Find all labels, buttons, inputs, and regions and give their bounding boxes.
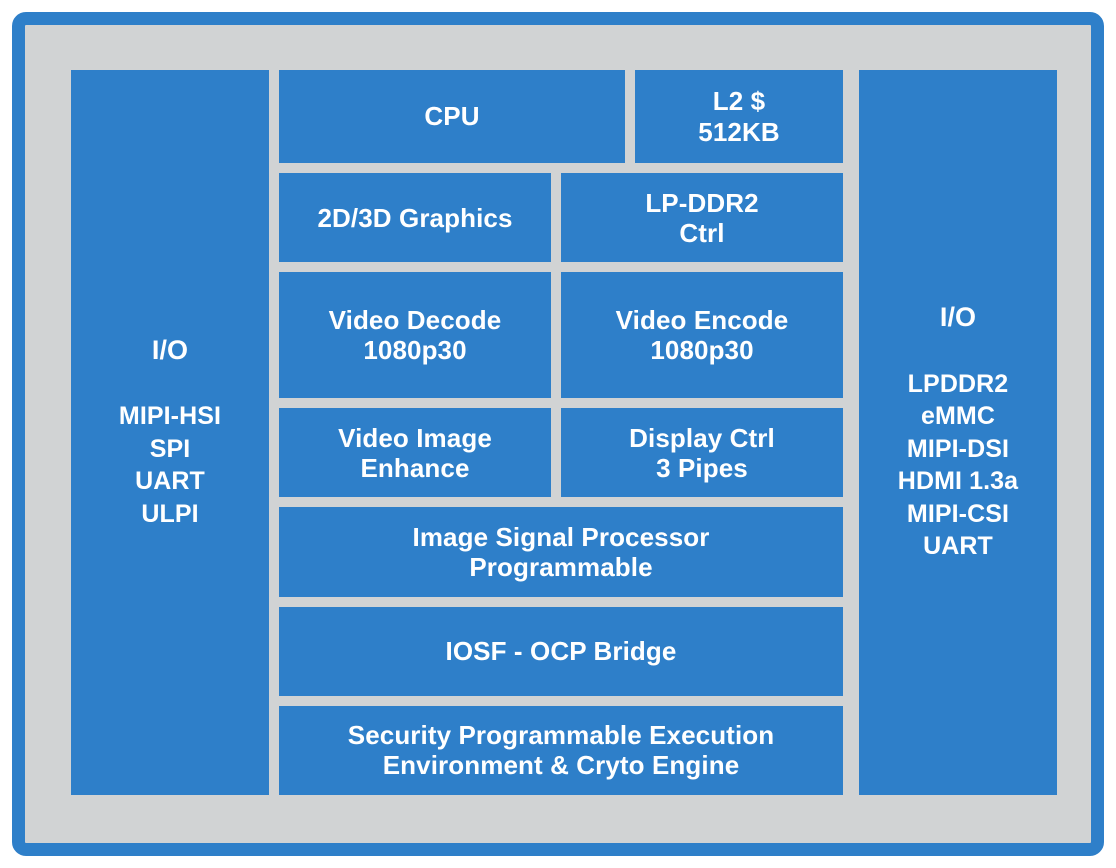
display-controller-block[interactable]: Display Ctrl 3 Pipes	[561, 408, 843, 498]
bridge-row: IOSF - OCP Bridge	[279, 606, 843, 696]
left-column-gap	[269, 70, 279, 795]
video-enhance-display-row: Video Image Enhance Display Ctrl 3 Pipes	[279, 408, 843, 498]
right-io-interface-item: UART	[923, 532, 993, 561]
isp-label: Image Signal Processor	[412, 521, 710, 552]
left-io-title: I/O	[151, 334, 189, 365]
video-encode-spec: 1080p30	[650, 335, 754, 366]
graphics-row: 2D/3D Graphics LP-DDR2 Ctrl	[279, 173, 843, 263]
right-io-title: I/O	[939, 302, 977, 333]
right-column-gap	[843, 70, 859, 795]
video-encode-block[interactable]: Video Encode 1080p30	[561, 272, 843, 399]
video-decode-spec: 1080p30	[363, 335, 467, 366]
lpddr2-controller-block[interactable]: LP-DDR2 Ctrl	[561, 173, 843, 263]
security-engine-block[interactable]: Security Programmable Execution Environm…	[279, 705, 843, 796]
left-io-interface-list: MIPI-HSI SPI UART ULPI	[119, 400, 221, 530]
l2-cache-label: L2 $	[712, 86, 766, 117]
right-io-block[interactable]: I/O LPDDR2 eMMC MIPI-DSI HDMI 1.3a MIPI-…	[859, 70, 1057, 795]
video-image-enhance-sublabel: Enhance	[360, 452, 470, 483]
image-signal-processor-block[interactable]: Image Signal Processor Programmable	[279, 507, 843, 597]
right-io-interface-item: MIPI-DSI	[906, 434, 1010, 463]
right-io-interface-item: MIPI-CSI	[906, 499, 1010, 528]
video-image-enhance-block[interactable]: Video Image Enhance	[279, 408, 551, 498]
left-io-interface-item: ULPI	[141, 499, 199, 528]
video-image-enhance-label: Video Image	[338, 422, 492, 453]
iosf-ocp-bridge-label: IOSF - OCP Bridge	[445, 636, 677, 667]
video-codec-row: Video Decode 1080p30 Video Encode 1080p3…	[279, 272, 843, 399]
video-decode-block[interactable]: Video Decode 1080p30	[279, 272, 551, 399]
display-controller-pipes: 3 Pipes	[656, 452, 748, 483]
cpu-block[interactable]: CPU	[279, 70, 625, 164]
left-io-interface-item: SPI	[149, 434, 191, 463]
right-io-interface-item: LPDDR2	[907, 369, 1009, 398]
isp-sublabel: Programmable	[469, 552, 653, 583]
cpu-row: CPU L2 $ 512KB	[279, 70, 843, 164]
chip-inner-area: I/O MIPI-HSI SPI UART ULPI CPU L2 $	[25, 25, 1091, 843]
security-engine-label: Security Programmable Execution	[347, 720, 775, 751]
display-controller-label: Display Ctrl	[629, 422, 775, 453]
lpddr2-label: LP-DDR2	[645, 187, 759, 218]
left-io-interface-item: MIPI-HSI	[118, 402, 222, 431]
center-column: CPU L2 $ 512KB 2D/3D Graphics LP-DDR2 Ct…	[279, 70, 843, 796]
cpu-label: CPU	[424, 101, 480, 132]
graphics-label: 2D/3D Graphics	[317, 202, 513, 233]
lpddr2-sublabel: Ctrl	[679, 217, 725, 248]
video-encode-label: Video Encode	[615, 305, 789, 336]
l2-cache-size: 512KB	[698, 116, 780, 147]
left-io-interface-item: UART	[135, 467, 205, 496]
chip-outer-frame: I/O MIPI-HSI SPI UART ULPI CPU L2 $	[12, 12, 1104, 856]
l2-cache-block[interactable]: L2 $ 512KB	[635, 70, 843, 164]
right-io-interface-list: LPDDR2 eMMC MIPI-DSI HDMI 1.3a MIPI-CSI …	[898, 368, 1018, 563]
graphics-block[interactable]: 2D/3D Graphics	[279, 173, 551, 263]
isp-row: Image Signal Processor Programmable	[279, 507, 843, 597]
right-io-interface-item: HDMI 1.3a	[897, 467, 1019, 496]
video-decode-label: Video Decode	[328, 305, 502, 336]
security-row: Security Programmable Execution Environm…	[279, 705, 843, 796]
iosf-ocp-bridge-block[interactable]: IOSF - OCP Bridge	[279, 606, 843, 696]
right-io-interface-item: eMMC	[920, 402, 995, 431]
security-engine-sublabel: Environment & Cryto Engine	[382, 750, 740, 781]
left-io-block[interactable]: I/O MIPI-HSI SPI UART ULPI	[71, 70, 269, 795]
